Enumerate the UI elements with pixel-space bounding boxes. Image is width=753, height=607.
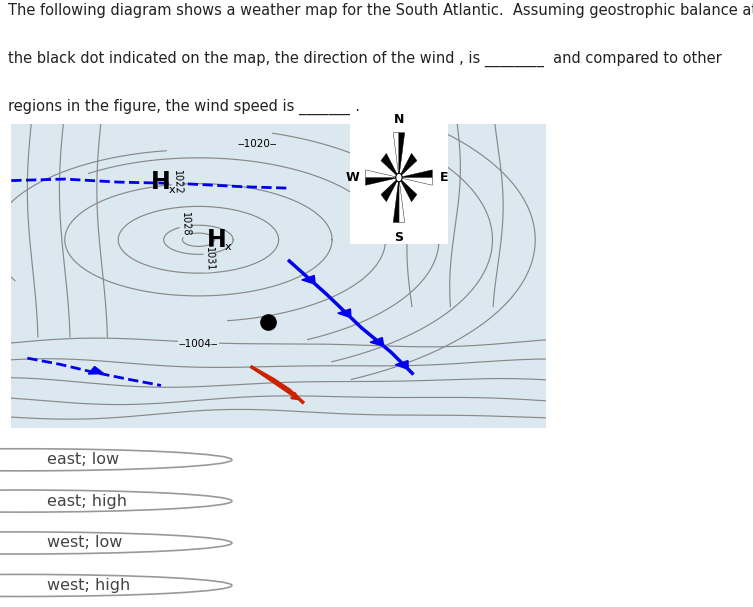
Text: west; low: west; low [47,535,122,551]
Text: regions in the figure, the wind speed is _______ .: regions in the figure, the wind speed is… [8,99,359,115]
Polygon shape [399,177,404,222]
Text: S: S [395,231,404,244]
Text: the black dot indicated on the map, the direction of the wind , is ________  and: the black dot indicated on the map, the … [8,50,721,67]
Polygon shape [381,177,399,198]
Text: east; low: east; low [47,452,119,467]
Polygon shape [366,177,399,185]
Polygon shape [366,170,399,177]
Polygon shape [399,177,417,198]
Text: x: x [224,242,231,253]
Text: N: N [394,114,404,126]
Polygon shape [399,170,432,177]
Polygon shape [399,133,404,177]
Polygon shape [338,309,351,317]
Polygon shape [381,157,399,177]
Text: 1031: 1031 [203,247,215,272]
Text: east; high: east; high [47,493,127,509]
Polygon shape [399,157,417,177]
Polygon shape [302,276,316,284]
Text: E: E [440,171,448,184]
Text: The following diagram shows a weather map for the South Atlantic.  Assuming geos: The following diagram shows a weather ma… [8,3,753,18]
Polygon shape [370,337,384,346]
Text: ‒1020‒: ‒1020‒ [237,139,277,149]
Polygon shape [399,177,414,202]
Polygon shape [88,367,104,374]
Polygon shape [395,361,408,369]
Polygon shape [399,177,432,185]
Text: x: x [169,185,175,195]
Circle shape [396,173,402,182]
Text: H: H [151,170,171,194]
Polygon shape [384,154,399,177]
Polygon shape [393,133,399,177]
Text: H: H [207,228,227,252]
Text: west; high: west; high [47,578,130,593]
Polygon shape [399,154,414,177]
Text: 1022: 1022 [172,169,182,195]
Text: ‒1004‒: ‒1004‒ [178,339,218,350]
Polygon shape [393,177,399,222]
Text: 1028: 1028 [180,212,191,237]
Text: W: W [346,171,360,184]
Polygon shape [384,177,399,202]
